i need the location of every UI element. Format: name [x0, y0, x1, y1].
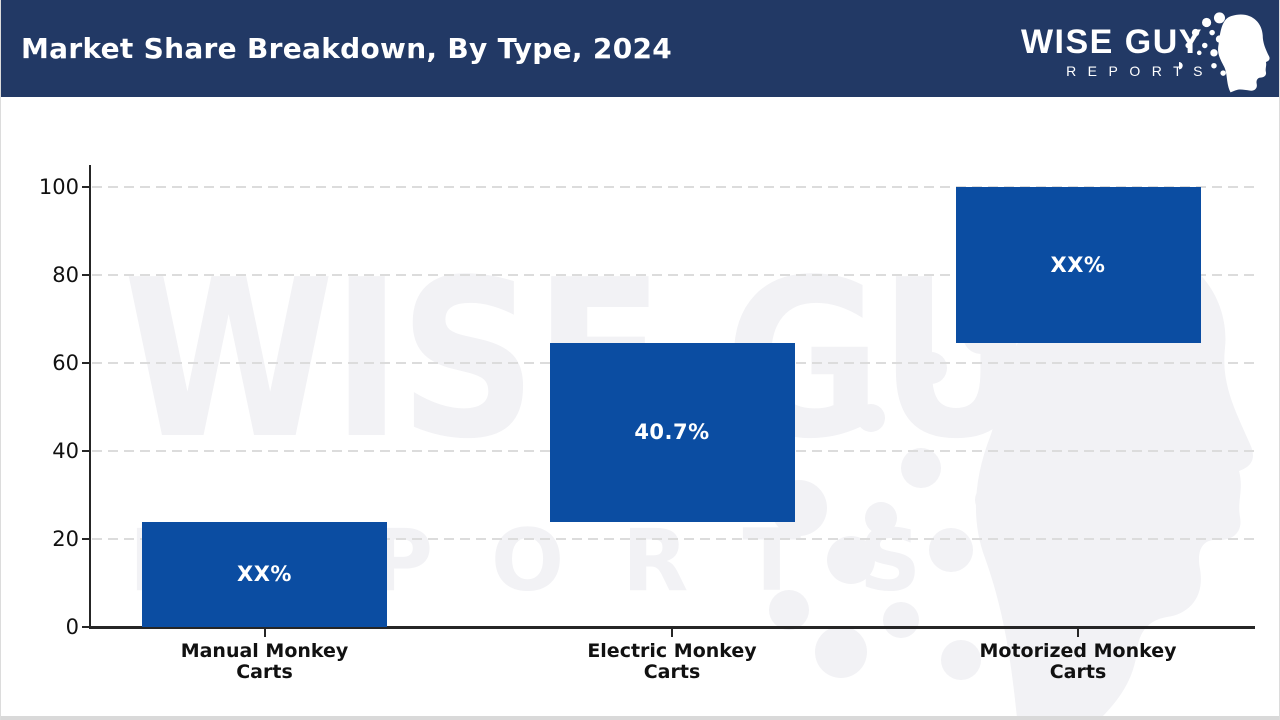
y-axis-spine	[89, 165, 92, 629]
y-tick-label-60: 60	[52, 351, 79, 375]
x-axis-spine	[89, 626, 1255, 629]
gridline-20	[92, 538, 1254, 540]
header-banner: Market Share Breakdown, By Type, 2024 WI…	[1, 0, 1279, 97]
brand-logo-face-icon	[1179, 12, 1270, 93]
brand-logo: WISE GUY REPORTS	[1016, 6, 1271, 93]
y-tick-mark-80	[82, 274, 90, 277]
y-tick-label-80: 80	[52, 263, 79, 287]
bar-value-label: 40.7%	[634, 420, 710, 445]
brand-logo-secondary: REPORTS	[1066, 63, 1214, 79]
x-tick-mark-1	[671, 629, 674, 637]
bar-segment: XX%	[142, 521, 387, 627]
page-title: Market Share Breakdown, By Type, 2024	[21, 32, 673, 65]
x-category-label: Electric Monkey Carts	[587, 640, 757, 683]
y-tick-mark-40	[82, 450, 90, 453]
y-tick-label-100: 100	[38, 175, 79, 199]
gridline-80	[92, 274, 1254, 276]
bar-value-label: XX%	[237, 562, 292, 587]
brand-logo-primary: WISE GUY	[1020, 23, 1203, 61]
bar-value-label: XX%	[1050, 252, 1106, 277]
y-tick-label-0: 0	[65, 615, 79, 639]
y-tick-mark-20	[82, 538, 90, 541]
y-tick-label-40: 40	[52, 439, 79, 463]
x-category-label: Manual Monkey Carts	[180, 640, 349, 683]
x-tick-mark-2	[1077, 629, 1080, 637]
page-bottom-border	[1, 716, 1279, 720]
gridline-100	[92, 186, 1254, 188]
y-tick-mark-0	[82, 626, 90, 629]
y-tick-mark-100	[82, 186, 90, 189]
brand-logo-text: WISE GUY REPORTS	[1021, 24, 1203, 79]
bar-segment: XX%	[955, 187, 1201, 343]
bar-segment: 40.7%	[549, 342, 795, 522]
x-category-label: Motorized Monkey Carts	[979, 640, 1177, 683]
y-tick-mark-60	[82, 362, 90, 365]
y-tick-label-20: 20	[52, 527, 79, 551]
x-tick-mark-0	[263, 629, 266, 637]
